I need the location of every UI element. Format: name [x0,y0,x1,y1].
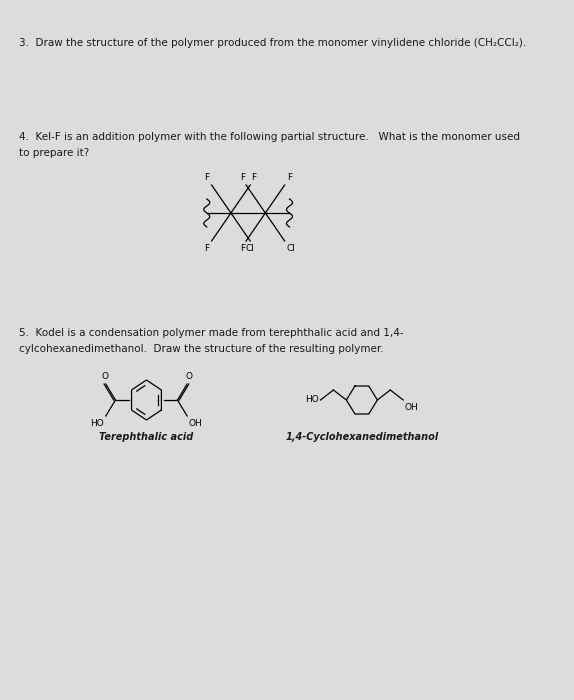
Text: Cl: Cl [246,244,255,253]
Text: HO: HO [305,395,319,403]
Text: F: F [287,173,292,182]
Text: O: O [102,372,108,381]
Text: F: F [251,173,256,182]
Text: OH: OH [189,419,203,428]
Text: OH: OH [405,403,418,412]
Text: F: F [240,244,245,253]
Text: HO: HO [90,419,104,428]
Text: Terephthalic acid: Terephthalic acid [99,432,193,442]
Text: Cl: Cl [286,244,295,253]
Text: F: F [204,244,209,253]
Text: 4.  Kel-F is an addition polymer with the following partial structure.   What is: 4. Kel-F is an addition polymer with the… [19,132,520,142]
Text: F: F [240,173,245,182]
Text: F: F [204,173,209,182]
Text: 5.  Kodel is a condensation polymer made from terephthalic acid and 1,4-: 5. Kodel is a condensation polymer made … [19,328,404,338]
Text: to prepare it?: to prepare it? [19,148,89,158]
Text: cylcohexanedimethanol.  Draw the structure of the resulting polymer.: cylcohexanedimethanol. Draw the structur… [19,344,383,354]
Text: 1,4-Cyclohexanedimethanol: 1,4-Cyclohexanedimethanol [285,432,439,442]
Text: 3.  Draw the structure of the polymer produced from the monomer vinylidene chlor: 3. Draw the structure of the polymer pro… [19,38,526,48]
Text: O: O [185,372,192,381]
